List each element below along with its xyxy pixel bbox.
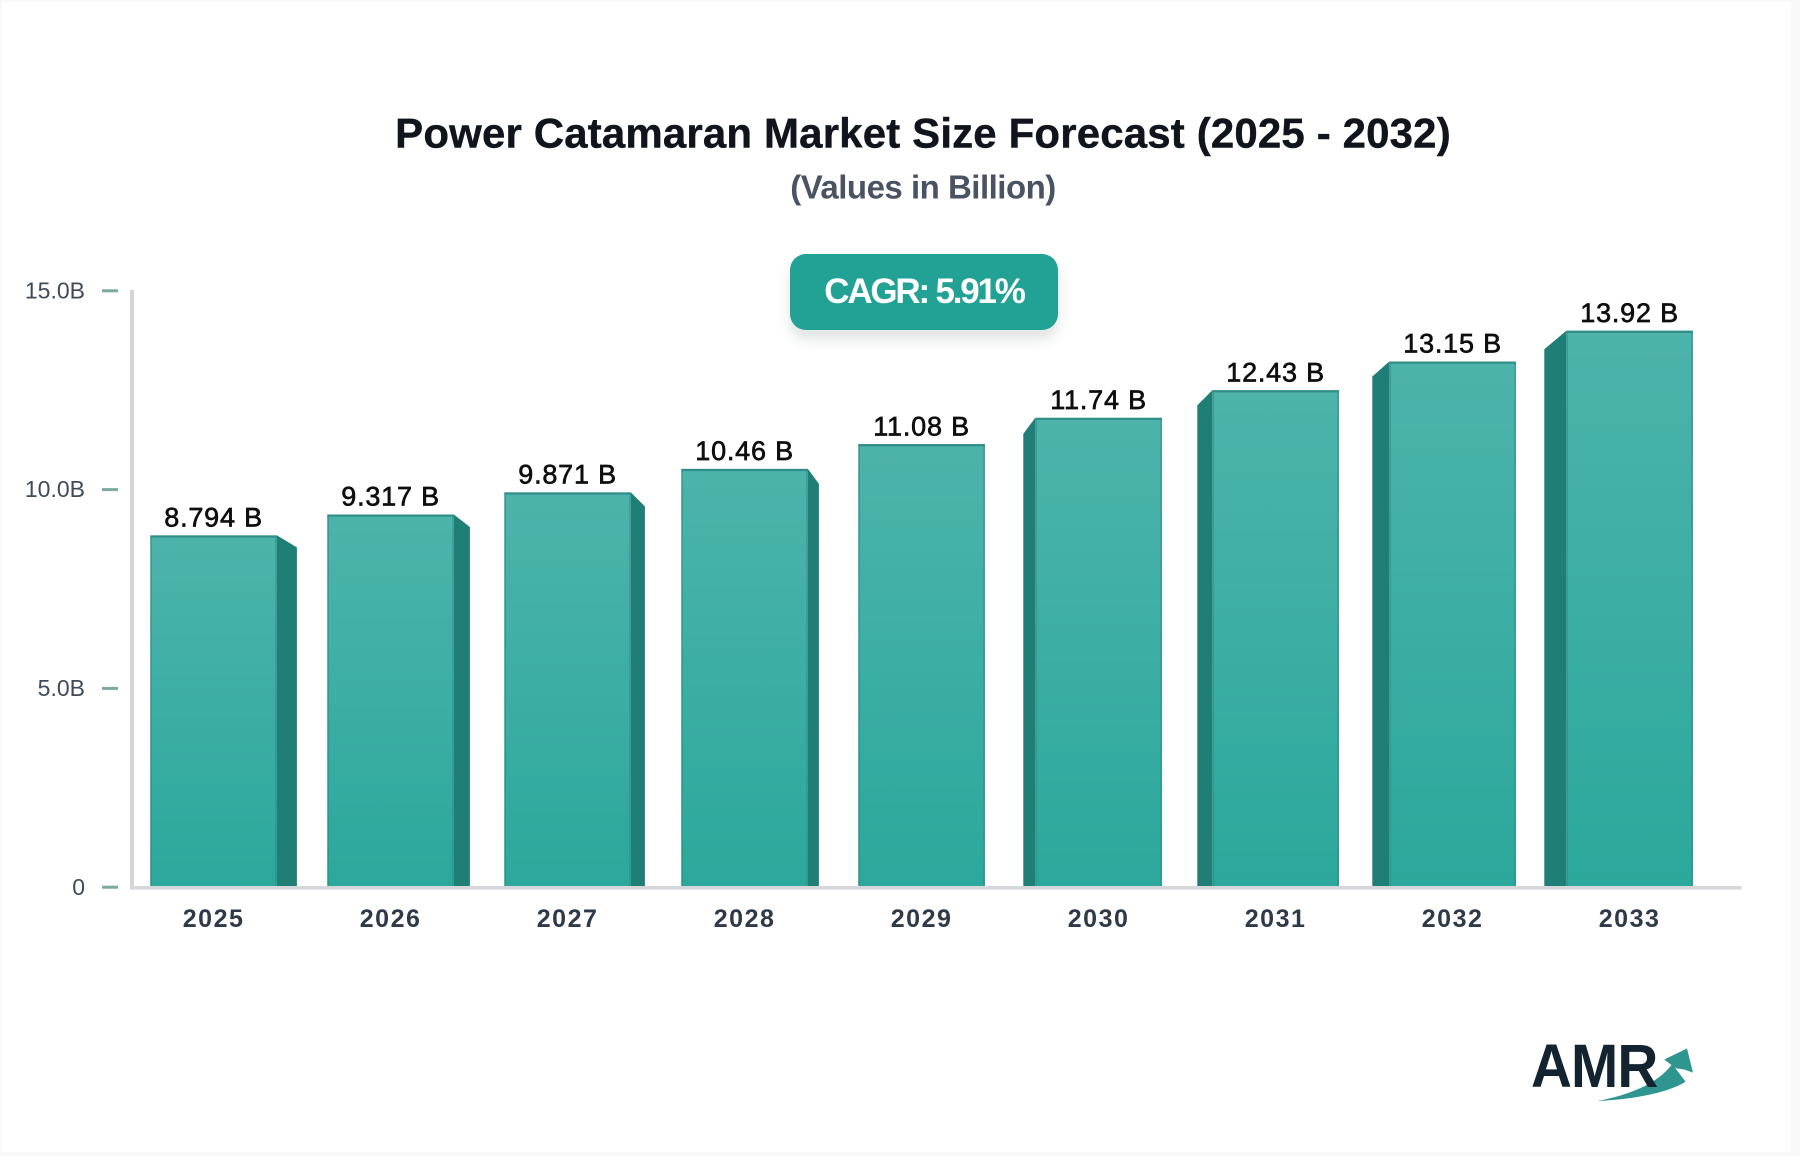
svg-text:11.08 B: 11.08 B <box>873 411 970 441</box>
svg-text:0: 0 <box>72 874 85 900</box>
svg-text:CAGR: 5.91%: CAGR: 5.91% <box>824 272 1026 311</box>
svg-text:13.92 B: 13.92 B <box>1580 298 1679 328</box>
svg-text:10.0B: 10.0B <box>25 476 85 502</box>
svg-text:Power Catamaran Market Size Fo: Power Catamaran Market Size Forecast (20… <box>395 110 1451 157</box>
svg-text:15.0B: 15.0B <box>25 277 85 303</box>
svg-text:2025: 2025 <box>183 905 245 933</box>
svg-text:2030: 2030 <box>1068 905 1130 933</box>
svg-text:2027: 2027 <box>537 905 599 933</box>
svg-text:12.43 B: 12.43 B <box>1226 357 1325 387</box>
svg-text:8.794 B: 8.794 B <box>164 503 263 533</box>
svg-text:2031: 2031 <box>1245 905 1307 933</box>
svg-text:AMR: AMR <box>1531 1033 1658 1100</box>
svg-text:2028: 2028 <box>714 905 776 933</box>
svg-text:5.0B: 5.0B <box>38 675 85 701</box>
svg-text:2033: 2033 <box>1599 905 1661 933</box>
svg-text:2026: 2026 <box>360 905 422 933</box>
svg-text:10.46 B: 10.46 B <box>695 436 794 466</box>
svg-text:9.871 B: 9.871 B <box>518 460 617 490</box>
svg-text:9.317 B: 9.317 B <box>341 482 440 512</box>
svg-text:2029: 2029 <box>891 905 953 933</box>
svg-text:13.15 B: 13.15 B <box>1403 329 1502 359</box>
svg-text:11.74 B: 11.74 B <box>1050 385 1147 415</box>
svg-text:(Values in Billion): (Values in Billion) <box>790 169 1056 206</box>
svg-text:2032: 2032 <box>1422 905 1484 933</box>
